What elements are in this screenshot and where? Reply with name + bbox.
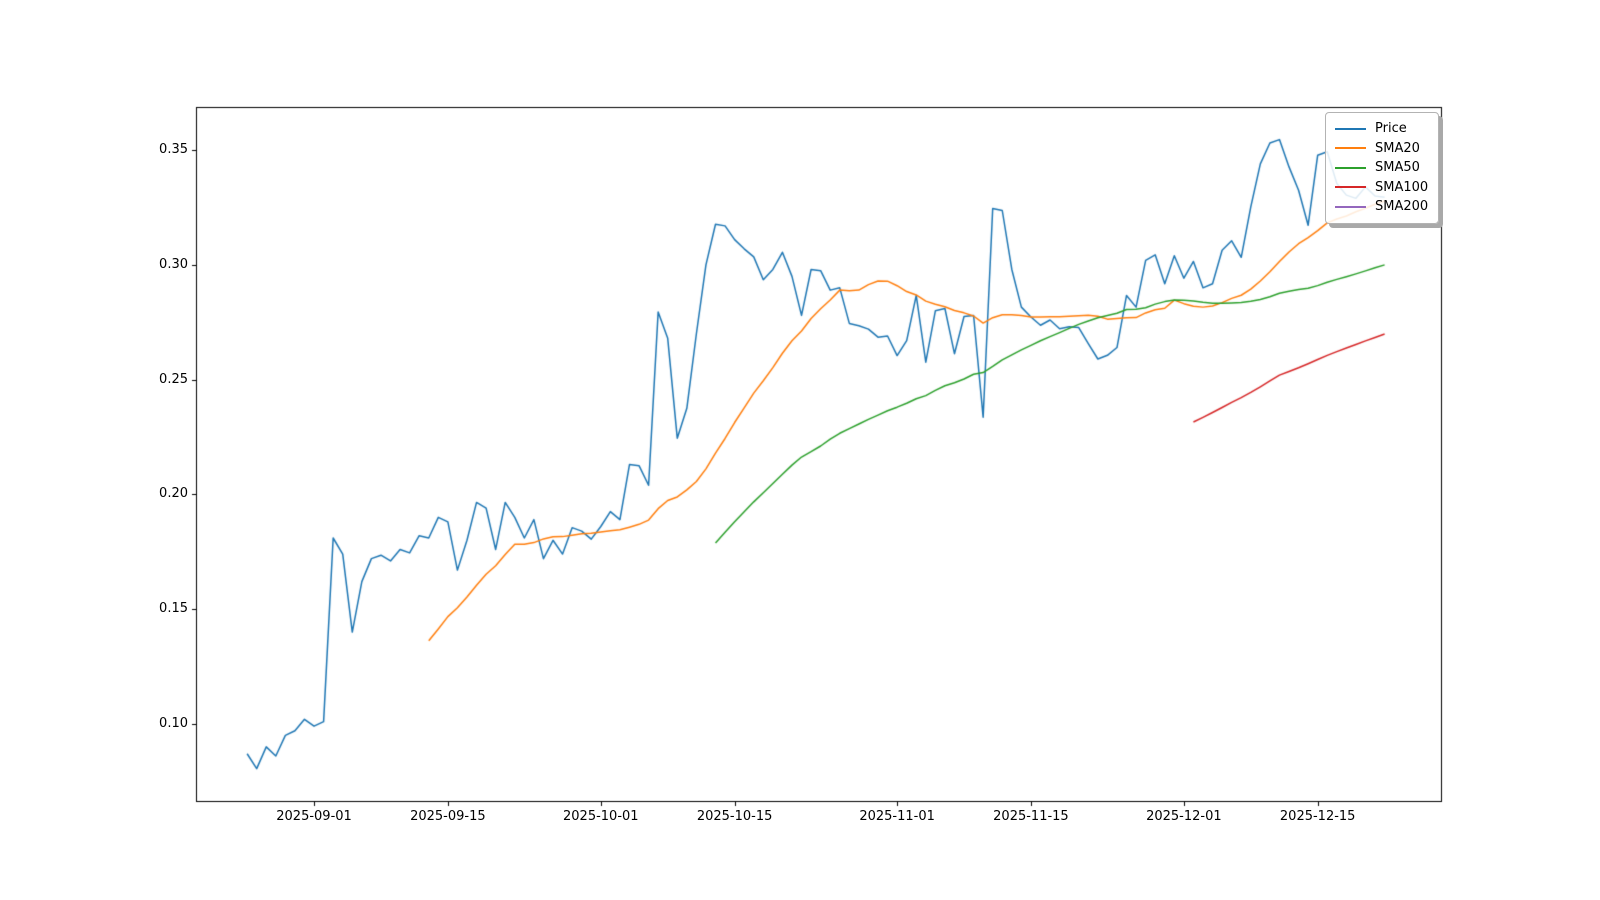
legend: Price SMA20 SMA50 SMA100 SMA200	[1325, 112, 1440, 224]
x-tick-label: 2025-09-15	[410, 809, 486, 824]
legend-item-label: SMA100	[1375, 179, 1429, 195]
y-tick-label: 0.15	[159, 601, 188, 617]
x-tick-label: 2025-10-01	[563, 809, 639, 824]
x-tick-label: 2025-12-15	[1279, 809, 1356, 824]
legend-item-label: SMA200	[1375, 199, 1429, 215]
legend-line-sample-icon	[1335, 205, 1366, 208]
y-tick-label: 0.10	[159, 715, 188, 731]
x-tick-label: 2025-09-01	[276, 809, 352, 824]
y-tick-label: 0.30	[159, 256, 188, 272]
legend-item-sma50: SMA50	[1335, 158, 1428, 178]
x-tick-label: 2025-11-15	[993, 809, 1069, 824]
x-tick-label: 2025-10-15	[696, 809, 773, 824]
y-tick-label: 0.25	[159, 371, 188, 387]
x-tick-label: 2025-11-01	[859, 809, 935, 824]
legend-item-label: SMA50	[1375, 160, 1420, 176]
legend-item-label: Price	[1375, 121, 1407, 137]
legend-line-sample-icon	[1335, 166, 1366, 169]
legend-line-sample-icon	[1335, 127, 1366, 130]
legend-item-price: Price	[1335, 119, 1428, 139]
legend-line-sample-icon	[1335, 147, 1366, 150]
legend-item-sma20: SMA20	[1335, 139, 1428, 159]
legend-item-sma100: SMA100	[1335, 178, 1428, 198]
legend-item-label: SMA20	[1375, 140, 1420, 156]
x-tick-label: 2025-12-01	[1146, 809, 1222, 824]
legend-item-sma200: SMA200	[1335, 197, 1428, 217]
y-tick-label: 0.35	[159, 142, 188, 158]
y-tick-label: 0.20	[159, 486, 188, 502]
legend-line-sample-icon	[1335, 186, 1366, 189]
